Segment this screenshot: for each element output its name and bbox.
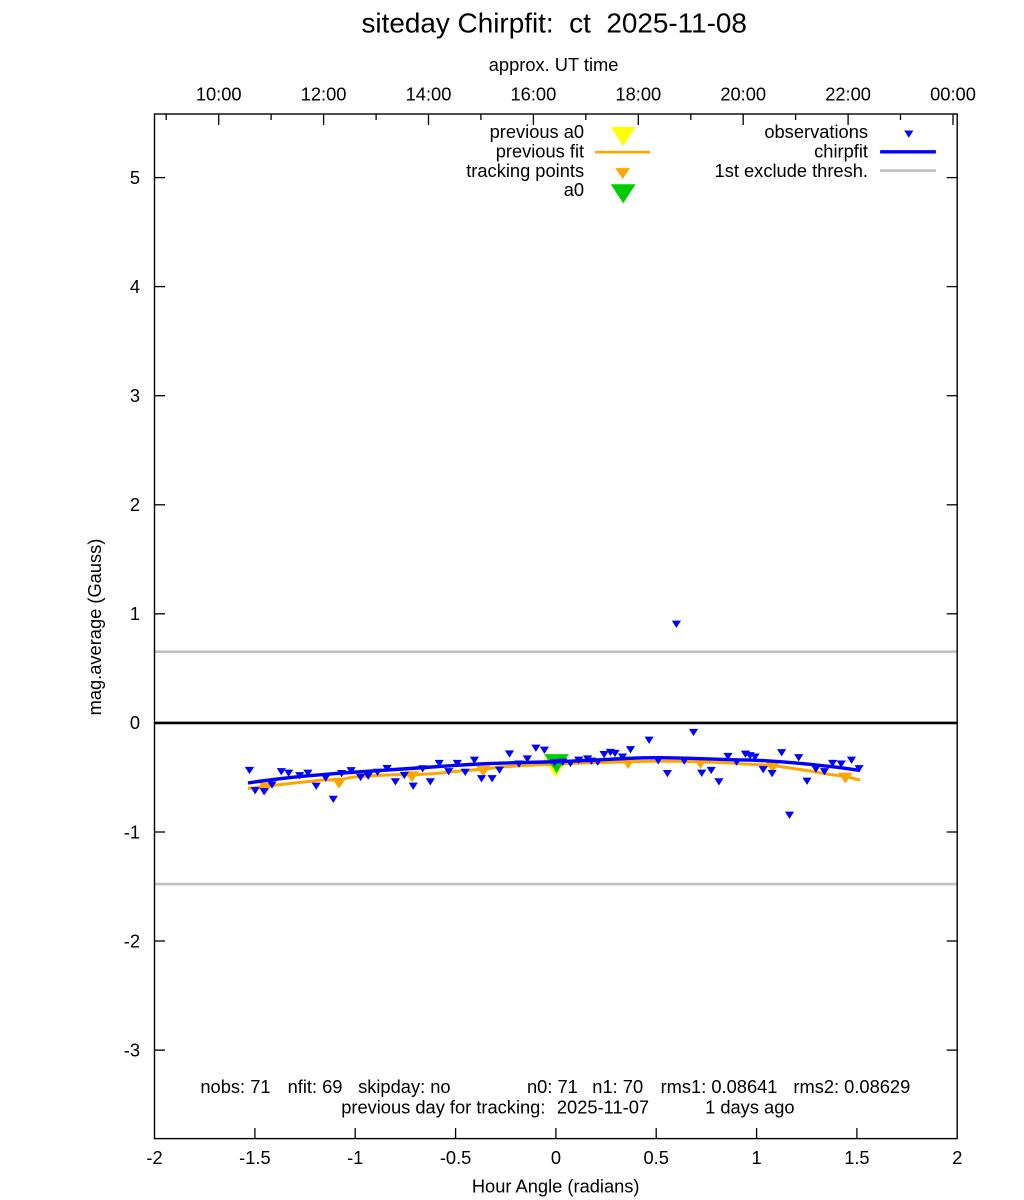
svg-text:1: 1	[752, 1147, 762, 1168]
svg-text:-0.5: -0.5	[440, 1147, 472, 1168]
svg-text:22:00: 22:00	[825, 83, 871, 104]
svg-text:1: 1	[130, 603, 140, 624]
svg-text:rms2: 0.08629: rms2: 0.08629	[793, 1076, 910, 1097]
svg-text:a0: a0	[564, 179, 584, 200]
svg-text:0.5: 0.5	[643, 1147, 668, 1168]
svg-text:2: 2	[130, 494, 140, 515]
svg-text:-2: -2	[146, 1147, 162, 1168]
svg-text:20:00: 20:00	[720, 83, 766, 104]
svg-text:rms1: 0.08641: rms1: 0.08641	[661, 1076, 778, 1097]
svg-text:18:00: 18:00	[615, 83, 661, 104]
svg-text:chirpfit: chirpfit	[814, 140, 868, 161]
svg-text:10:00: 10:00	[196, 83, 242, 104]
svg-text:2025-11-07: 2025-11-07	[557, 1097, 649, 1118]
svg-text:-1: -1	[347, 1147, 363, 1168]
svg-text:1 days ago: 1 days ago	[705, 1097, 794, 1118]
svg-text:-2: -2	[124, 930, 140, 951]
svg-text:observations: observations	[764, 121, 868, 142]
svg-text:14:00: 14:00	[406, 83, 452, 104]
svg-text:nfit: 69: nfit: 69	[288, 1076, 343, 1097]
svg-text:skipday: no: skipday: no	[358, 1076, 450, 1097]
svg-text:previous a0: previous a0	[490, 121, 585, 142]
svg-text:tracking points: tracking points	[466, 160, 584, 181]
svg-text:previous day for tracking:: previous day for tracking:	[341, 1097, 545, 1118]
svg-text:mag.average (Gauss): mag.average (Gauss)	[84, 539, 105, 716]
svg-text:00:00: 00:00	[930, 83, 976, 104]
svg-text:0: 0	[551, 1147, 561, 1168]
svg-text:3: 3	[130, 385, 140, 406]
svg-text:1.5: 1.5	[844, 1147, 869, 1168]
svg-text:Hour Angle (radians): Hour Angle (radians)	[472, 1175, 640, 1196]
svg-text:-1: -1	[124, 821, 140, 842]
svg-text:12:00: 12:00	[301, 83, 347, 104]
svg-text:siteday Chirpfit: ct 2025-11: siteday Chirpfit: ct 2025-11-08	[361, 7, 747, 38]
svg-text:1st exclude thresh.: 1st exclude thresh.	[715, 160, 868, 181]
svg-text:approx. UT time: approx. UT time	[489, 54, 619, 75]
svg-text:16:00: 16:00	[511, 83, 557, 104]
svg-text:-3: -3	[124, 1039, 140, 1060]
svg-text:nobs: 71: nobs: 71	[200, 1076, 270, 1097]
svg-text:previous fit: previous fit	[496, 140, 584, 161]
svg-text:4: 4	[130, 276, 140, 297]
svg-text:0: 0	[130, 712, 140, 733]
svg-text:n0: 71: n0: 71	[527, 1076, 578, 1097]
svg-text:-1.5: -1.5	[239, 1147, 271, 1168]
svg-text:5: 5	[130, 167, 140, 188]
svg-text:2: 2	[952, 1147, 962, 1168]
svg-text:n1: 70: n1: 70	[592, 1076, 643, 1097]
